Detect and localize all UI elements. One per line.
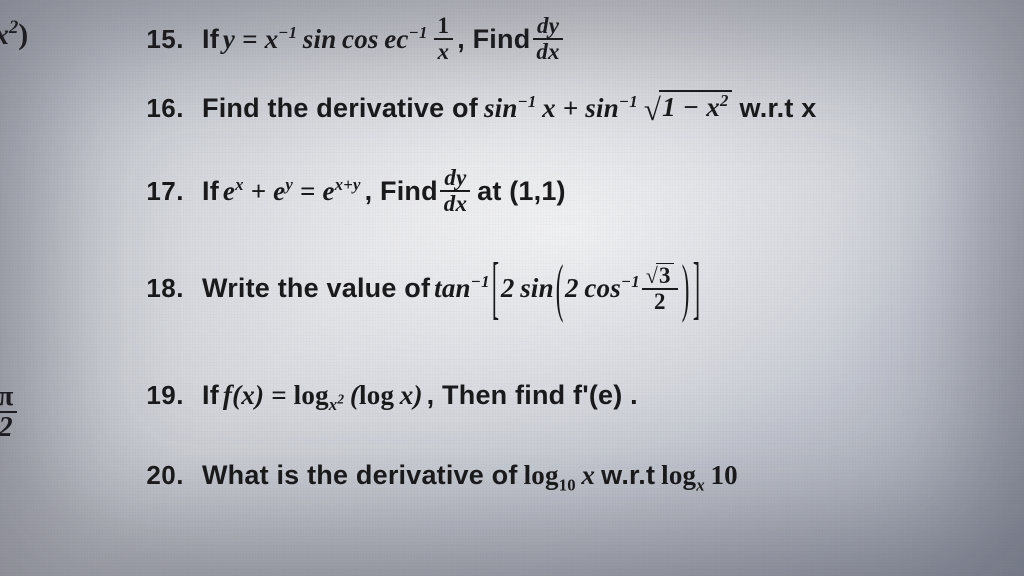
q18-tan: tan−1	[434, 273, 490, 304]
q19-expr: f(x) = logx2 (log x)	[223, 380, 423, 411]
q15-expr: y = x−1 sin cos ec−1	[223, 24, 428, 55]
q20-prefix: What is the derivative of	[202, 460, 518, 491]
q16-number: 16.	[128, 93, 202, 124]
q17-prefix: If	[202, 176, 219, 207]
q18-frac: √3 2	[642, 262, 678, 314]
question-18: 18. Write the value of tan−1 [ 2 sin ( 2…	[128, 262, 702, 314]
question-15: 15. If y = x−1 sin cos ec−1 1 x , Find d…	[128, 14, 566, 64]
q16-suffix: w.r.t x	[740, 93, 817, 124]
lbracket-icon: [	[492, 248, 499, 329]
q19-number: 19.	[128, 380, 202, 411]
q17-frac: dy dx	[440, 166, 471, 216]
q17-frac-d: dx	[440, 192, 471, 216]
frag-x-sup: 2	[9, 17, 18, 38]
q18-frac-d: 2	[650, 290, 670, 314]
q15-number: 15.	[128, 24, 202, 55]
q15-frac1-d: x	[434, 40, 454, 64]
frag-paren: )	[18, 18, 28, 51]
q15-mid: , Find	[457, 24, 530, 55]
q19-suffix: , Then find f'(e) .	[427, 380, 638, 411]
q20-number: 20.	[128, 460, 202, 491]
question-20: 20. What is the derivative of log10 x w.…	[128, 460, 738, 491]
q20-expr2: logx 10	[661, 460, 738, 491]
q17-mid: , Find	[365, 176, 438, 207]
frag-2: 2	[0, 413, 17, 442]
q15-frac1: 1 x	[434, 14, 454, 64]
q17-expr: ex + ey = ex+y	[223, 176, 361, 207]
rparen-icon: )	[681, 251, 689, 325]
frag-x: x	[0, 18, 9, 51]
q20-mid: w.r.t	[601, 460, 655, 491]
left-fragment-top: x2)	[0, 18, 28, 52]
q16-prefix: Find the derivative of	[202, 93, 478, 124]
q15-prefix: If	[202, 24, 219, 55]
q18-frac-n: √3	[642, 262, 678, 290]
q16-sqrt-body: 1 − x2	[659, 90, 731, 126]
q19-prefix: If	[202, 380, 219, 411]
q18-number: 18.	[128, 273, 202, 304]
question-16: 16. Find the derivative of sin−1 x + sin…	[128, 90, 816, 126]
page-content: x2) π 2 15. If y = x−1 sin cos ec−1 1 x …	[0, 0, 1024, 576]
frag-pi: π	[0, 382, 17, 413]
q18-2cos: 2 cos−1	[565, 273, 640, 304]
q16-expr: sin−1 x + sin−1	[484, 93, 638, 124]
q15-frac1-n: 1	[434, 14, 454, 40]
q16-sqrt: √ 1 − x2	[644, 90, 732, 126]
q18-2sin: 2 sin	[501, 273, 554, 304]
q15-frac2-d: dx	[532, 40, 563, 64]
question-17: 17. If ex + ey = ex+y , Find dy dx at (1…	[128, 166, 566, 216]
q20-expr1: log10 x	[524, 460, 596, 491]
question-19: 19. If f(x) = logx2 (log x) , Then find …	[128, 380, 638, 411]
rbracket-icon: ]	[693, 248, 700, 329]
left-fragment-mid: π 2	[0, 382, 19, 443]
q15-frac2-n: dy	[533, 14, 563, 40]
q18-prefix: Write the value of	[202, 273, 430, 304]
q17-frac-n: dy	[440, 166, 470, 192]
q15-frac2: dy dx	[532, 14, 563, 64]
lparen-icon: (	[556, 251, 564, 325]
q17-suffix: at (1,1)	[477, 176, 566, 207]
q17-number: 17.	[128, 176, 202, 207]
